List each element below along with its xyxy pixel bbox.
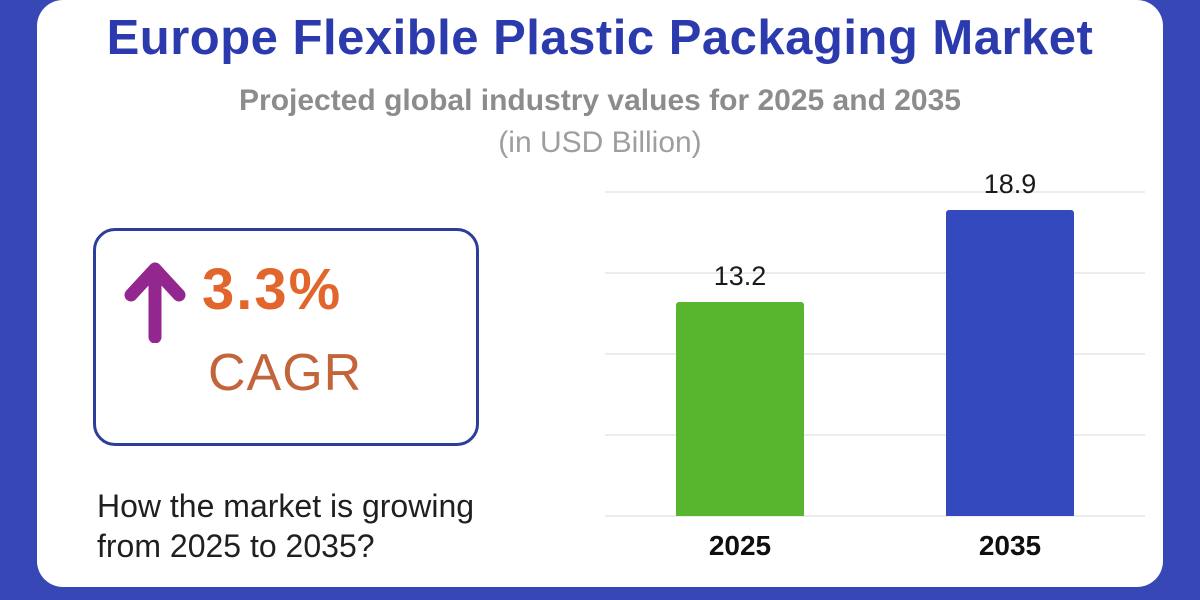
cagr-value: 3.3%	[202, 257, 343, 322]
cagr-card: 3.3% CAGR	[93, 228, 479, 446]
bar-category-label: 2025	[708, 530, 772, 561]
bar-chart: 13.2 2025 18.9 2035	[605, 171, 1145, 560]
bar-group-2035: 18.9 2035	[875, 171, 1145, 560]
infographic-card: Europe Flexible Plastic Packaging Market…	[37, 0, 1163, 587]
cagr-label: CAGR	[208, 344, 363, 402]
up-arrow-path	[124, 262, 186, 344]
bar-value-label: 13.2	[713, 261, 767, 291]
gridline	[605, 353, 1145, 355]
question-line-1: How the market is growing	[97, 488, 475, 524]
bar-value-label: 18.9	[983, 169, 1037, 199]
unit-note: (in USD Billion)	[498, 126, 702, 159]
bar	[946, 210, 1074, 516]
up-arrow-icon	[122, 259, 188, 344]
chart-subtitle: Projected global industry values for 202…	[239, 84, 961, 117]
bar-group-2025: 13.2 2025	[605, 192, 875, 560]
bar-category-label: 2035	[978, 530, 1042, 561]
gridline	[605, 515, 1145, 517]
page-title: Europe Flexible Plastic Packaging Market	[106, 11, 1094, 65]
gridline	[605, 272, 1145, 274]
question-text: How the market is growing from 2025 to 2…	[97, 486, 474, 566]
gridline	[605, 434, 1145, 436]
bar	[676, 302, 804, 516]
gridline	[605, 191, 1145, 193]
question-line-2: from 2025 to 2035?	[97, 528, 375, 564]
